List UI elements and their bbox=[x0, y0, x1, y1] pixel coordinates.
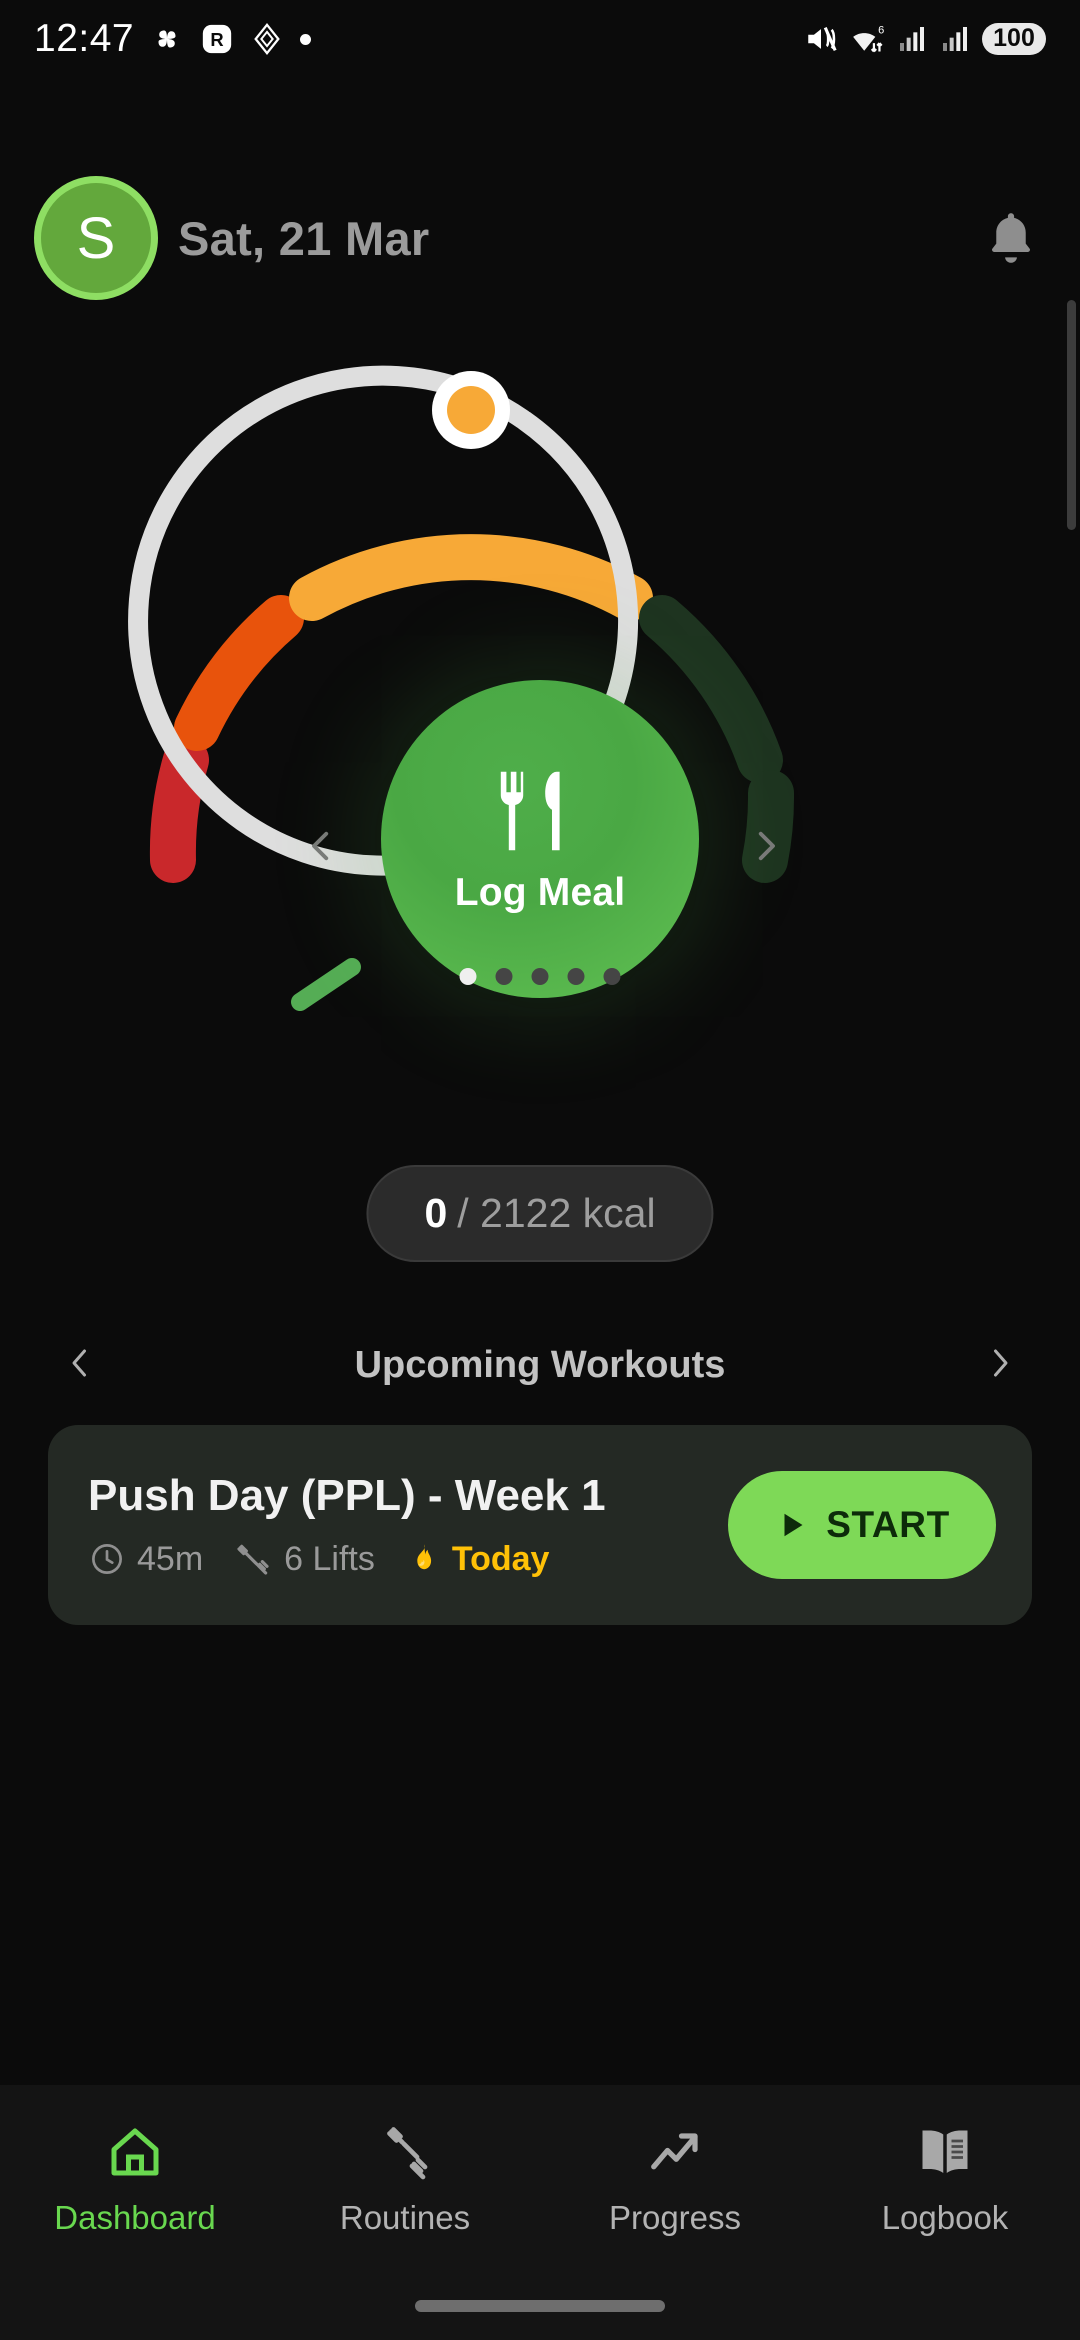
book-icon bbox=[922, 2130, 968, 2173]
workout-lifts-text: 6 Lifts bbox=[284, 1539, 375, 1578]
nav-item-progress[interactable]: Progress bbox=[540, 2123, 810, 2237]
gauge-arcs bbox=[128, 365, 795, 1011]
nav-label-routines: Routines bbox=[339, 2199, 471, 2236]
gauge-next-button[interactable] bbox=[745, 820, 787, 877]
status-bar-clock: 12:47 bbox=[34, 17, 135, 60]
svg-text:R: R bbox=[210, 29, 223, 50]
section-title: Upcoming Workouts bbox=[354, 1343, 726, 1386]
calories-goal: / 2122 kcal bbox=[457, 1190, 656, 1236]
workout-card-content: Push Day (PPL) - Week 1 45m bbox=[88, 1471, 708, 1579]
chevron-right-icon bbox=[758, 831, 775, 861]
status-bar-right: 6 100 bbox=[804, 22, 1046, 56]
diamond-icon bbox=[254, 23, 280, 55]
pagination-dot-4[interactable] bbox=[567, 968, 585, 985]
carousel-pagination[interactable] bbox=[459, 968, 621, 985]
log-meal-button[interactable]: Log Meal bbox=[381, 680, 699, 998]
signal-1-icon bbox=[900, 27, 924, 51]
start-workout-button[interactable]: START bbox=[728, 1471, 996, 1579]
nav-item-routines[interactable]: Routines bbox=[270, 2123, 540, 2237]
pagination-dot-2[interactable] bbox=[495, 968, 513, 985]
gauge-handle-core bbox=[447, 386, 495, 434]
status-bar-left: 12:47 R bbox=[34, 17, 312, 61]
nav-label-progress: Progress bbox=[608, 2199, 742, 2236]
upcoming-prev-button[interactable] bbox=[62, 1340, 98, 1391]
dumbbell-icon bbox=[387, 2127, 428, 2180]
upcoming-next-button[interactable] bbox=[982, 1340, 1018, 1391]
home-icon bbox=[111, 2128, 159, 2176]
nav-label-dashboard: Dashboard bbox=[54, 2199, 216, 2236]
pagination-dot-3[interactable] bbox=[531, 968, 549, 985]
r-badge-icon: R bbox=[202, 24, 232, 54]
gauge-segment-orange bbox=[289, 534, 653, 621]
wifi-icon: 6 bbox=[853, 24, 884, 53]
start-button-label: START bbox=[826, 1504, 950, 1545]
workout-duration: 45m bbox=[88, 1540, 203, 1579]
play-icon bbox=[784, 1513, 803, 1537]
fan-icon bbox=[158, 30, 176, 48]
gauge-prev-button[interactable] bbox=[300, 820, 342, 877]
gauge-segment-inactive-1 bbox=[639, 595, 783, 783]
nav-label-logbook: Logbook bbox=[881, 2199, 1009, 2236]
gauge-segment-orange-red bbox=[174, 595, 304, 751]
calories-current: 0 bbox=[424, 1190, 448, 1236]
svg-text:6: 6 bbox=[878, 24, 884, 36]
scrollbar[interactable] bbox=[1067, 300, 1076, 530]
workout-duration-text: 45m bbox=[137, 1539, 204, 1578]
pagination-dot-1[interactable] bbox=[459, 968, 477, 985]
header-date: Sat, 21 Mar bbox=[178, 211, 430, 265]
workout-meta: 45m 6 Lifts bbox=[88, 1539, 708, 1579]
workout-schedule-text: Today bbox=[451, 1539, 550, 1578]
calorie-gauge: Log Meal bbox=[0, 330, 1080, 1120]
log-meal-label: Log Meal bbox=[454, 871, 626, 914]
dot-indicator-icon bbox=[300, 33, 312, 45]
nav-item-logbook[interactable]: Logbook bbox=[810, 2123, 1080, 2237]
nav-item-dashboard[interactable]: Dashboard bbox=[0, 2123, 270, 2237]
avatar[interactable]: S bbox=[34, 176, 158, 300]
fork-knife-icon bbox=[500, 771, 560, 851]
notification-button[interactable] bbox=[976, 203, 1046, 273]
gauge-inner-arc bbox=[128, 365, 639, 876]
workout-schedule: Today bbox=[405, 1539, 550, 1579]
dumbbell-icon bbox=[237, 1544, 269, 1575]
pagination-dot-5[interactable] bbox=[603, 968, 621, 985]
signal-2-icon bbox=[943, 27, 967, 51]
home-indicator[interactable] bbox=[415, 2300, 665, 2312]
calorie-summary-pill[interactable]: 0 / 2122 kcal bbox=[366, 1165, 714, 1262]
bottom-navigation: Dashboard Routines Progress bbox=[0, 2085, 1080, 2340]
status-bar: 12:47 R 6 bbox=[0, 0, 1080, 78]
bell-icon bbox=[991, 213, 1031, 263]
gauge-needle-marker bbox=[291, 958, 361, 1011]
mute-icon bbox=[808, 27, 837, 51]
battery-indicator: 100 bbox=[982, 23, 1046, 55]
workout-title: Push Day (PPL) - Week 1 bbox=[88, 1471, 606, 1520]
flame-icon bbox=[417, 1544, 431, 1570]
trending-up-icon bbox=[651, 2133, 698, 2170]
app-header: S Sat, 21 Mar bbox=[0, 176, 1080, 300]
workout-card[interactable]: Push Day (PPL) - Week 1 45m bbox=[48, 1425, 1032, 1625]
workout-lifts: 6 Lifts bbox=[233, 1539, 375, 1579]
clock-icon bbox=[92, 1544, 122, 1574]
gauge-segment-inactive-2 bbox=[742, 770, 795, 883]
upcoming-workouts-header: Upcoming Workouts bbox=[0, 1330, 1080, 1400]
chevron-left-icon bbox=[72, 1349, 86, 1376]
chevron-right-icon bbox=[993, 1349, 1008, 1376]
chevron-left-icon bbox=[312, 831, 329, 861]
